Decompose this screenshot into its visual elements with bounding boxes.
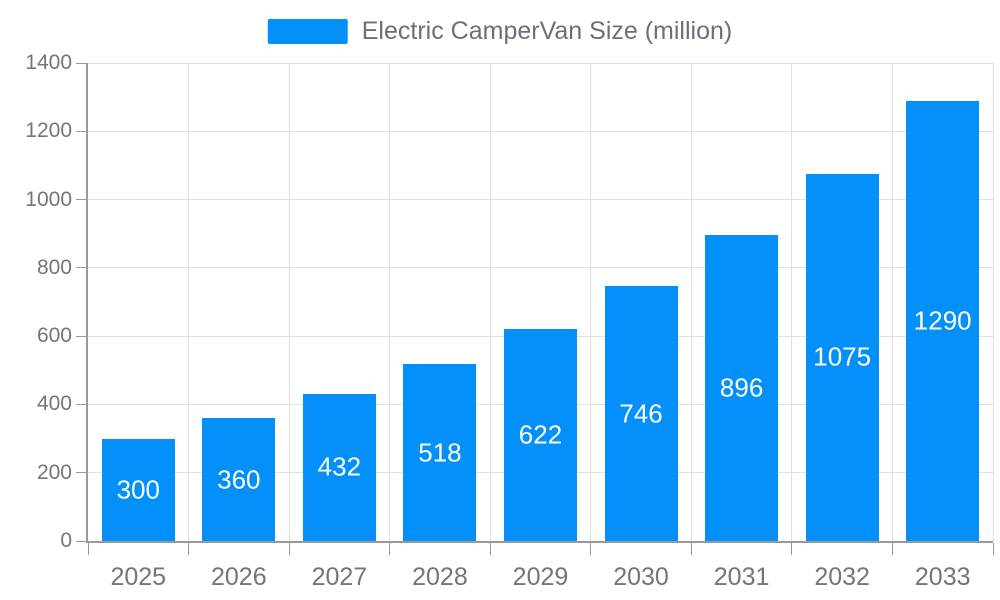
x-grid-line [489, 63, 491, 541]
y-axis-label: 0 [60, 529, 72, 552]
y-axis-label: 1200 [25, 119, 72, 143]
bar[interactable]: 896 [705, 235, 779, 541]
bar[interactable]: 622 [504, 328, 577, 541]
x-axis-label: 2027 [311, 563, 368, 591]
bar-value-label: 1075 [813, 341, 872, 372]
y-axis-label: 400 [36, 392, 72, 416]
x-axis-label: 2026 [211, 563, 267, 591]
x-tick [489, 543, 491, 555]
bar[interactable]: 300 [101, 438, 175, 541]
bar-value-label: 360 [217, 464, 261, 495]
x-grid-line [389, 63, 391, 541]
y-grid-line [88, 62, 993, 64]
x-axis-label: 2032 [814, 563, 870, 591]
x-axis-label: 2025 [110, 563, 167, 591]
x-tick [992, 543, 994, 555]
y-axis-label: 600 [36, 324, 72, 348]
bar[interactable]: 432 [302, 393, 376, 541]
x-grid-line [188, 63, 190, 541]
bar-value-label: 1290 [913, 305, 972, 336]
y-tick [76, 130, 86, 132]
legend-label: Electric CamperVan Size (million) [361, 17, 733, 45]
x-grid-line [992, 63, 994, 541]
x-grid-line [891, 63, 893, 541]
y-tick [76, 540, 86, 542]
x-tick [891, 543, 893, 555]
bar[interactable]: 360 [202, 418, 276, 541]
x-grid-line [288, 63, 290, 541]
x-grid-line [791, 63, 793, 541]
y-tick [76, 335, 86, 337]
x-axis-label: 2033 [914, 563, 971, 591]
bar-value-label: 896 [719, 372, 764, 403]
x-tick [188, 543, 190, 555]
y-tick [76, 403, 86, 405]
x-grid-line [590, 63, 592, 541]
x-axis-line [86, 541, 993, 543]
y-tick [76, 199, 86, 201]
x-tick [690, 543, 692, 555]
legend-item[interactable]: Electric CamperVan Size (million) [267, 17, 733, 46]
bar-value-label: 300 [116, 474, 160, 505]
bar[interactable]: 518 [403, 364, 477, 541]
bar-value-label: 432 [317, 451, 362, 482]
y-axis-label: 1400 [25, 51, 72, 74]
y-tick [76, 62, 86, 64]
y-axis-label: 1000 [25, 187, 72, 211]
x-axis-label: 2030 [613, 563, 669, 591]
y-axis-line [86, 63, 88, 543]
bar-value-label: 622 [518, 419, 563, 450]
y-axis-label: 200 [36, 460, 72, 484]
bar[interactable]: 1075 [805, 173, 879, 541]
x-tick [87, 543, 89, 555]
y-tick [76, 267, 86, 269]
x-axis-label: 2029 [512, 563, 569, 591]
x-axis-label: 2031 [713, 563, 770, 591]
y-grid-line [88, 199, 993, 201]
y-axis-label: 800 [36, 255, 72, 279]
x-tick [590, 543, 592, 555]
bar[interactable]: 1290 [906, 100, 980, 541]
x-grid-line [690, 63, 692, 541]
bar-value-label: 746 [619, 398, 663, 429]
x-tick [389, 543, 391, 555]
x-tick [288, 543, 290, 555]
bar[interactable]: 746 [604, 286, 678, 541]
y-grid-line [88, 267, 993, 269]
legend-swatch-icon [267, 19, 348, 44]
y-grid-line [88, 130, 993, 132]
y-tick [76, 472, 86, 474]
bar-value-label: 518 [418, 437, 462, 468]
x-tick [791, 543, 793, 555]
x-axis-label: 2028 [412, 563, 468, 591]
